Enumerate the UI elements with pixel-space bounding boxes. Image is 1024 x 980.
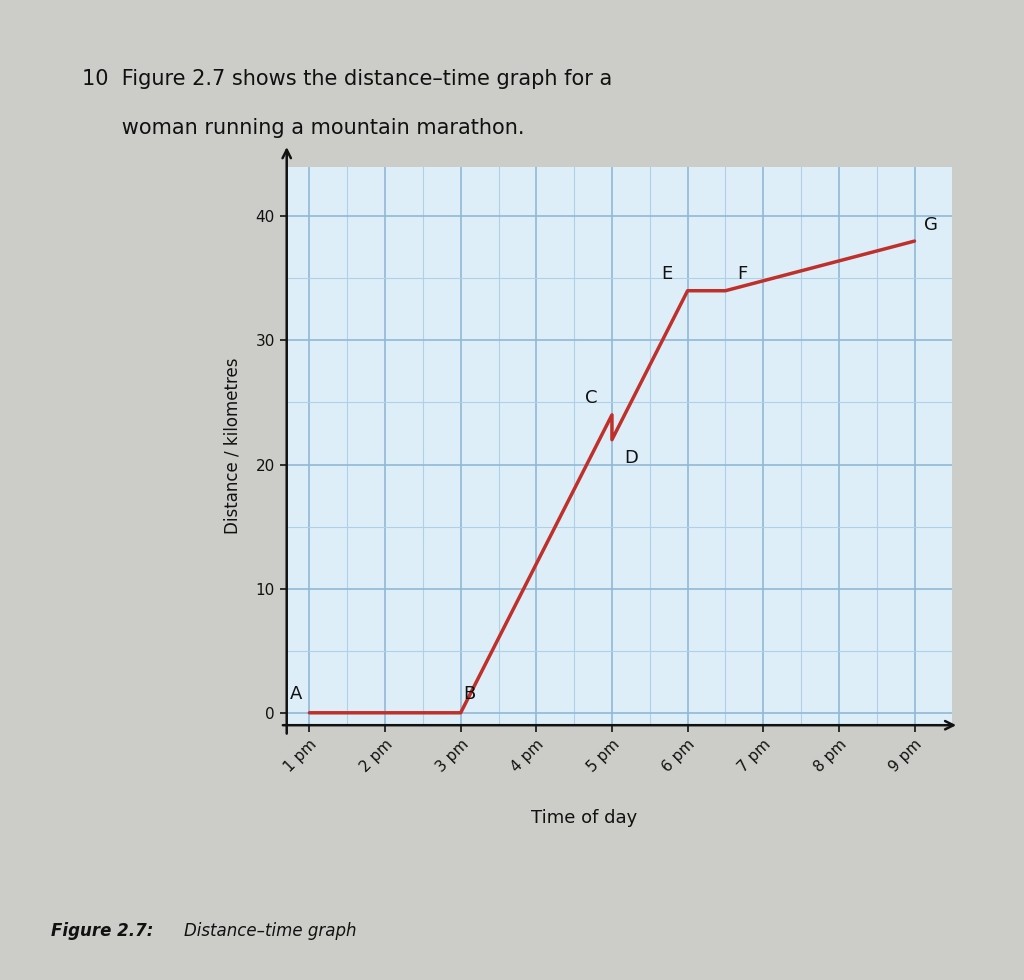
- Text: E: E: [660, 266, 672, 283]
- Text: woman running a mountain marathon.: woman running a mountain marathon.: [82, 118, 524, 137]
- Text: B: B: [464, 685, 476, 703]
- Text: A: A: [290, 685, 302, 703]
- Y-axis label: Distance / kilometres: Distance / kilometres: [223, 358, 242, 534]
- Text: G: G: [925, 216, 938, 233]
- Text: D: D: [624, 449, 638, 467]
- Text: 10  Figure 2.7 shows the distance–time graph for a: 10 Figure 2.7 shows the distance–time gr…: [82, 69, 612, 88]
- Text: Figure 2.7:: Figure 2.7:: [51, 922, 160, 940]
- Text: C: C: [585, 389, 597, 408]
- Text: F: F: [737, 266, 748, 283]
- Text: Distance–time graph: Distance–time graph: [184, 922, 356, 940]
- Text: Time of day: Time of day: [530, 809, 637, 827]
